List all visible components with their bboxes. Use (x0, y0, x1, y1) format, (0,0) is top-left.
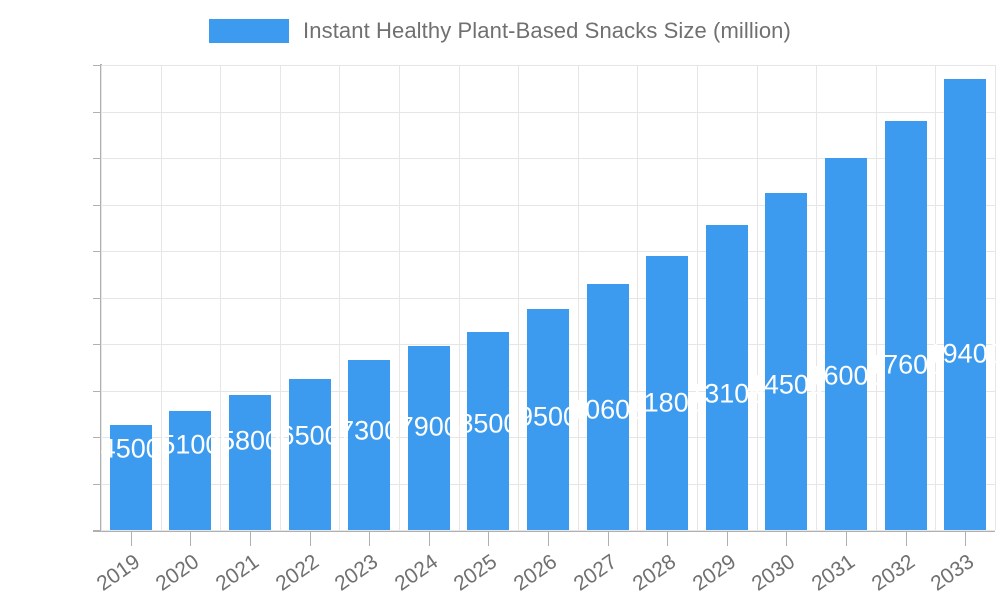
bar[interactable] (824, 158, 867, 530)
y-axis-tick-mark (93, 530, 101, 531)
y-axis-tick-mark (93, 483, 101, 485)
x-axis-tick-label: 2024 (390, 550, 442, 596)
bar[interactable] (765, 192, 808, 530)
gridline-vertical (757, 65, 758, 530)
x-axis-tick-mark (726, 532, 728, 546)
gridline-vertical (220, 65, 221, 530)
x-axis-tick-mark (846, 532, 847, 546)
gridline-vertical (101, 65, 102, 530)
gridline-horizontal (101, 297, 995, 299)
x-axis-tick-mark (369, 532, 371, 546)
gridline-vertical (339, 65, 340, 530)
gridline-horizontal (101, 530, 995, 531)
x-axis-tick-label: 2027 (569, 550, 621, 596)
gridline-vertical (816, 65, 817, 530)
x-axis-tick-mark (548, 532, 549, 546)
bar[interactable] (646, 255, 689, 530)
bar[interactable] (169, 411, 212, 530)
x-axis-tick-label: 2026 (509, 550, 562, 596)
gridline-horizontal (101, 158, 995, 159)
y-axis-tick-mark (93, 437, 101, 438)
x-axis-tick-label: 2023 (330, 550, 383, 596)
x-axis-tick-mark (488, 532, 490, 546)
bar[interactable] (467, 332, 510, 530)
x-axis-line (93, 530, 995, 532)
bar[interactable] (109, 425, 152, 530)
x-axis-tick-label: 2019 (92, 550, 144, 596)
y-axis-tick-mark (93, 204, 101, 206)
x-axis-tick-label: 2031 (807, 550, 860, 596)
y-axis-tick-mark (93, 390, 101, 392)
x-axis-tick-label: 2032 (867, 550, 919, 596)
y-axis-tick-mark (93, 111, 101, 113)
gridline-horizontal (101, 204, 995, 206)
x-axis-tick-mark (667, 532, 669, 546)
gridline-vertical (876, 65, 877, 530)
gridline-horizontal (101, 111, 995, 113)
gridline-vertical (280, 65, 281, 530)
legend-label[interactable]: Instant Healthy Plant-Based Snacks Size … (303, 18, 791, 43)
x-axis-tick-label: 2021 (211, 550, 264, 596)
gridline-vertical (995, 65, 996, 530)
bar[interactable] (944, 78, 987, 530)
bar[interactable] (348, 360, 391, 530)
x-axis-tick-label: 2033 (926, 550, 979, 596)
bar[interactable] (288, 378, 331, 530)
chart-legend: Instant Healthy Plant-Based Snacks Size … (0, 10, 1000, 52)
gridline-horizontal (101, 251, 995, 252)
bar[interactable] (526, 309, 569, 530)
gridline-vertical (518, 65, 519, 530)
x-axis-tick-mark (428, 532, 430, 546)
x-axis-tick-mark (786, 532, 788, 546)
x-axis-tick-mark (130, 532, 132, 546)
x-axis-tick-label: 2025 (450, 550, 502, 596)
x-axis-tick-mark (190, 532, 192, 546)
x-axis-tick-mark (250, 532, 251, 546)
x-axis-tick-mark (607, 532, 609, 546)
y-axis-tick-mark (93, 344, 101, 345)
y-axis-tick-mark (93, 65, 101, 66)
gridline-vertical (935, 65, 936, 530)
x-axis-tick-label: 2028 (628, 550, 681, 596)
y-axis-tick-mark (93, 251, 101, 252)
x-axis-tick-label: 2030 (748, 550, 800, 596)
gridline-horizontal (101, 65, 995, 66)
gridline-vertical (697, 65, 698, 530)
bar[interactable] (884, 120, 927, 530)
legend-swatch-icon[interactable] (209, 19, 290, 43)
x-axis-tick-mark (309, 532, 311, 546)
gridline-vertical (399, 65, 400, 530)
bar[interactable] (586, 283, 629, 530)
x-axis-tick-mark (965, 532, 967, 546)
bar[interactable] (407, 346, 450, 530)
x-axis-tick-mark (905, 532, 907, 546)
plot-area: 4500 5100 5800 6500 7300 7900 8500 9500 10600 118… (93, 65, 1000, 531)
bar[interactable] (705, 225, 748, 530)
y-axis-tick-mark (93, 297, 101, 299)
gridline-vertical (637, 65, 638, 530)
x-axis-tick-label: 2029 (688, 550, 740, 596)
gridline-vertical (161, 65, 162, 530)
gridline-vertical (459, 65, 460, 530)
gridline-vertical (578, 65, 579, 530)
bar[interactable] (228, 395, 271, 530)
x-axis-tick-label: 2022 (271, 550, 323, 596)
y-axis-tick-mark (93, 158, 101, 159)
x-axis-tick-label: 2020 (152, 550, 204, 596)
